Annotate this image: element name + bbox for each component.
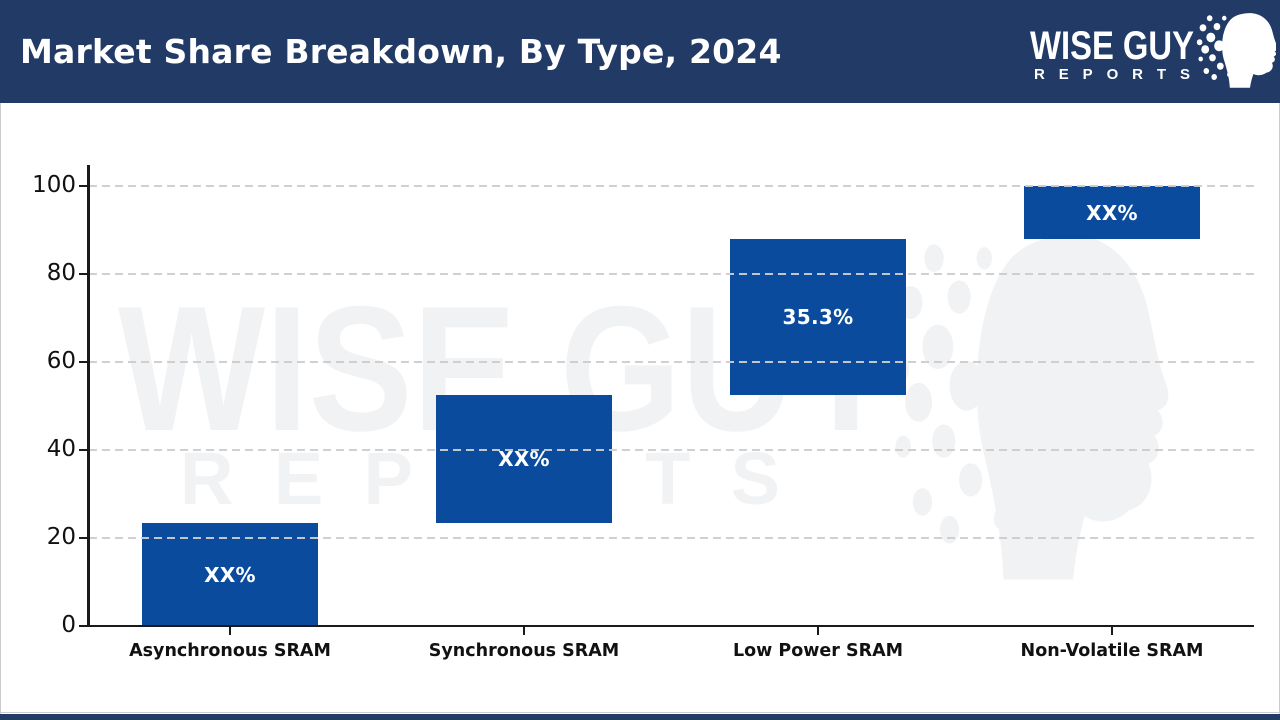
gridline-40 [89,449,1254,451]
y-tick-label: 0 [61,612,76,638]
bar-value-label: XX% [498,447,550,471]
logo-head-icon [1196,13,1276,88]
wise-guy-logo: WISE GUY REPORTS [1030,13,1276,88]
header: Market Share Breakdown, By Type, 2024 WI… [0,0,1280,103]
y-tick-80 [79,273,88,275]
y-axis [87,165,90,627]
x-category-label: Asynchronous SRAM [129,641,331,661]
x-category-label: Synchronous SRAM [428,641,620,661]
y-tick-label: 80 [46,260,76,286]
x-tick-0 [229,627,231,635]
gridline-100 [89,185,1254,187]
chart-title: Market Share Breakdown, By Type, 2024 [20,32,782,71]
x-tick-2 [817,627,819,635]
y-tick-100 [79,185,88,187]
footer-strip [0,714,1280,720]
logo-subtitle: REPORTS [1034,66,1190,83]
y-tick-60 [79,361,88,363]
x-axis [87,624,1254,627]
watermark-head-icon [889,234,1169,580]
x-category-label: Low Power SRAM [732,641,904,661]
bar-non-volatile-sram: XX% [1024,186,1200,240]
bar-value-label: XX% [1086,200,1138,225]
y-tick-0 [79,625,88,627]
bar-value-label: 35.3% [782,304,854,329]
y-tick-label: 100 [32,172,76,198]
bar-asynchronous-sram: XX% [142,523,318,626]
y-tick-label: 40 [46,436,76,462]
gridline-80 [89,273,1254,275]
bar-value-label: XX% [204,562,256,587]
bar-synchronous-sram: XX% [436,394,612,524]
logo-wordmark: WISE GUY [1030,24,1194,68]
footer-border-line [0,712,1280,713]
bar-low-power-sram: 35.3% [730,239,906,395]
y-tick-label: 20 [46,524,76,550]
y-tick-20 [79,537,88,539]
x-tick-1 [523,627,525,635]
y-tick-label: 60 [46,348,76,374]
gridline-20 [89,537,1254,539]
gridline-60 [89,361,1254,363]
x-tick-3 [1111,627,1113,635]
y-tick-40 [79,449,88,451]
x-category-label: Non-Volatile SRAM [1020,641,1204,661]
